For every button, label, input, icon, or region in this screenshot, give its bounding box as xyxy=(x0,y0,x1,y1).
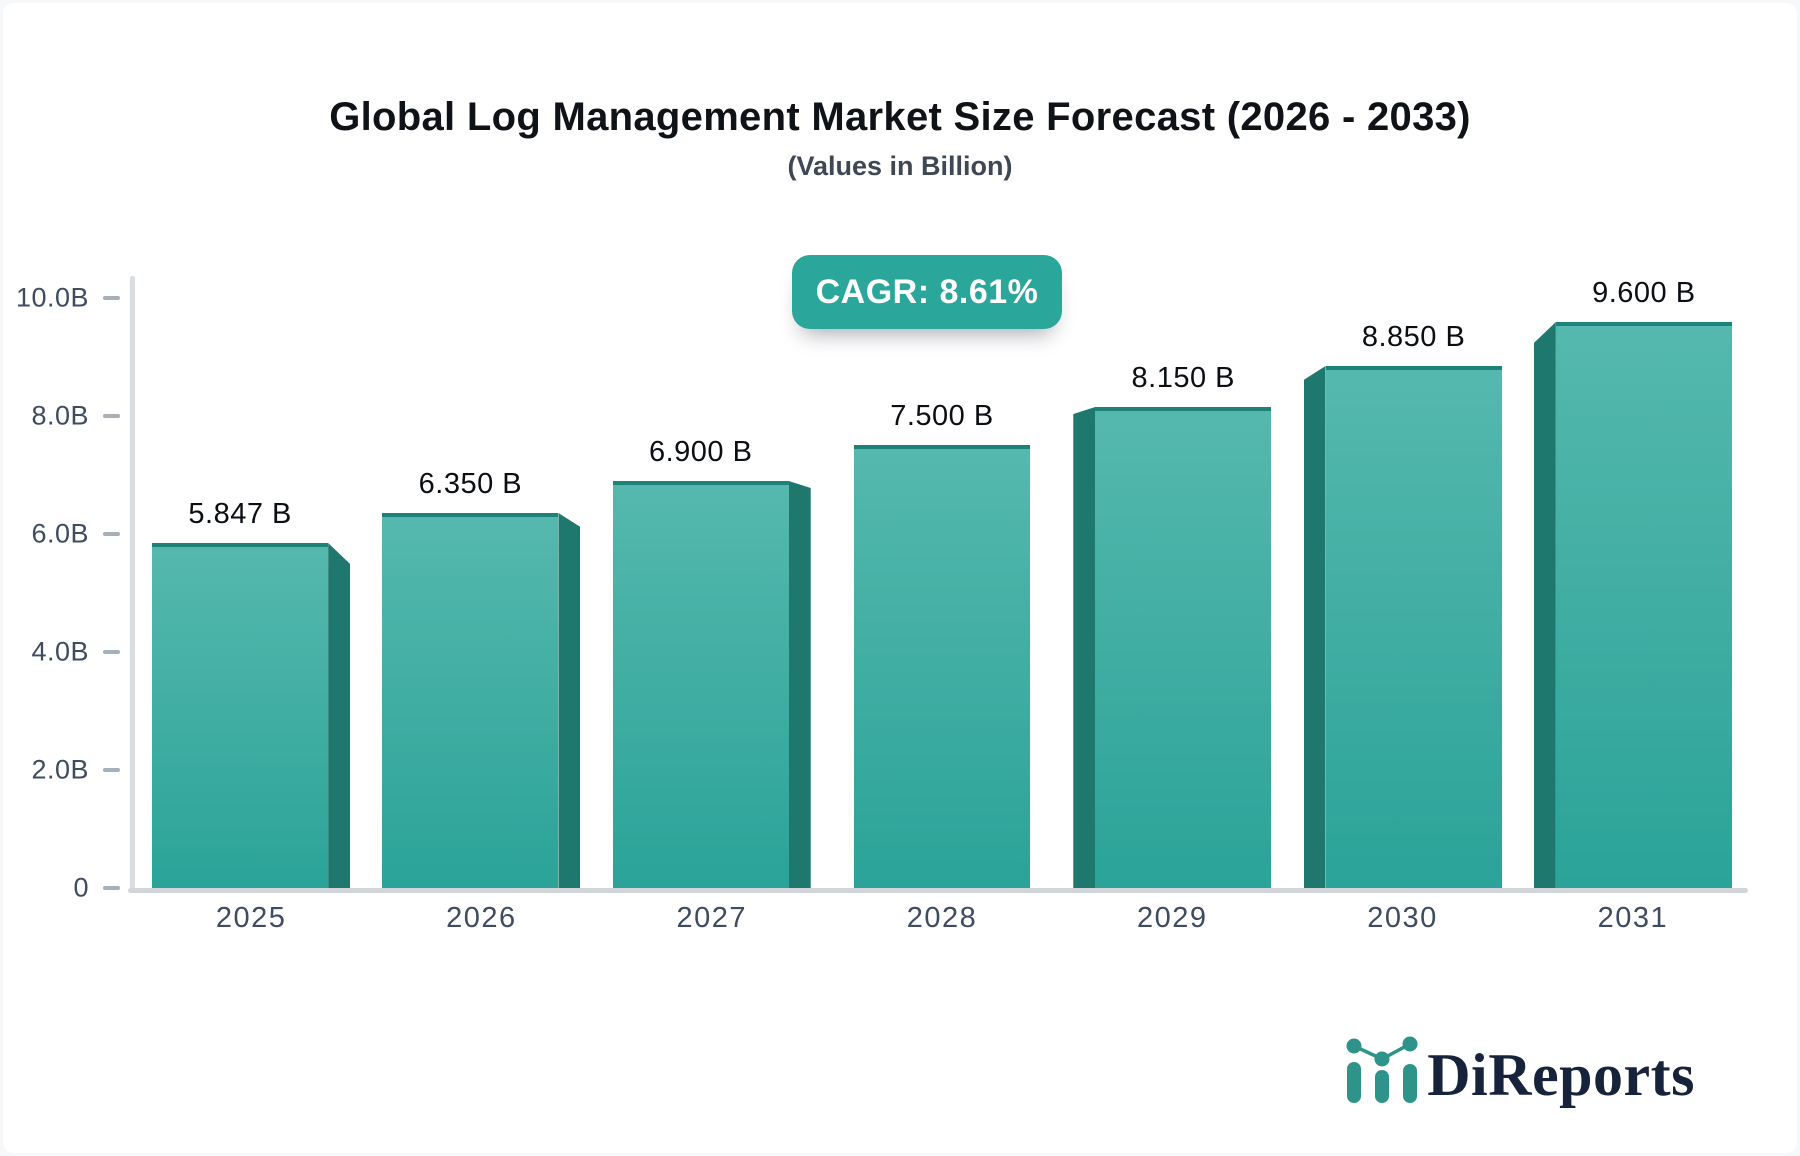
bar-group: 6.900 B xyxy=(597,298,827,888)
bar-group: 5.847 B xyxy=(136,298,366,888)
logo-text: DiReports xyxy=(1427,1041,1695,1108)
y-tick-dash xyxy=(103,532,120,536)
y-tick-dash xyxy=(103,768,120,772)
x-axis-label: 2027 xyxy=(676,902,747,934)
logo: DiReports xyxy=(1345,1035,1695,1108)
bar-value-label: 6.900 B xyxy=(648,436,753,468)
y-tick-dash xyxy=(103,650,120,654)
y-tick-dash xyxy=(103,886,120,890)
chart-card: Global Log Management Market Size Foreca… xyxy=(3,3,1797,1153)
cagr-badge-label: CAGR: 8.61% xyxy=(815,272,1039,311)
bar-face xyxy=(152,543,329,888)
y-axis-gutter: 10.0B 8.0B 6.0B 4.0B 2.0B 0 xyxy=(3,283,136,903)
bar-group: 8.150 B xyxy=(1057,298,1287,888)
bar-face xyxy=(382,513,559,888)
bar-face xyxy=(1325,366,1502,888)
x-axis-label: 2025 xyxy=(215,902,287,934)
y-tick-dash xyxy=(103,414,120,418)
bar-value-label: 8.850 B xyxy=(1361,321,1466,353)
bar-value-label: 7.500 B xyxy=(890,400,994,432)
y-tick-label: 6.0B xyxy=(31,518,89,549)
bar-side-3d xyxy=(1533,322,1556,888)
chart-subtitle: (Values in Billion) xyxy=(787,151,1013,181)
y-tick-label: 0 xyxy=(73,872,89,903)
x-axis-label: 2031 xyxy=(1597,902,1669,934)
y-tick-label: 8.0B xyxy=(31,400,89,431)
bar-side-3d xyxy=(1073,407,1096,888)
bar-face xyxy=(853,445,1030,888)
plot-area: 2025 5.847 B 2026 6.350 B 2027 6.900 B 2028 7.5… xyxy=(128,276,1748,934)
bar-face xyxy=(1095,407,1272,888)
x-axis-label: 2026 xyxy=(446,902,517,934)
bar-value-label: 9.600 B xyxy=(1592,277,1696,309)
x-axis-label: 2028 xyxy=(906,902,978,934)
x-axis-line xyxy=(128,888,1748,893)
y-tick-label: 10.0B xyxy=(15,282,89,313)
bar-side-3d xyxy=(558,513,581,888)
bar-group: 8.850 B xyxy=(1287,298,1517,888)
x-axis-label: 2029 xyxy=(1137,902,1208,934)
y-tick-dash xyxy=(103,296,120,300)
bar-value-label: 5.847 B xyxy=(188,498,292,530)
bar-group: 7.500 B xyxy=(827,298,1057,888)
cagr-badge: CAGR: 8.61% xyxy=(792,255,1062,329)
bar-group: 6.350 B xyxy=(366,298,596,888)
bar-side-3d xyxy=(1303,366,1326,888)
bar-value-label: 8.150 B xyxy=(1131,362,1236,394)
bar-side-3d xyxy=(788,481,811,888)
bar-value-label: 6.350 B xyxy=(418,468,523,500)
bar-group: 9.600 B xyxy=(1518,277,1748,888)
y-axis-line xyxy=(130,276,135,893)
bar-side-3d xyxy=(328,543,351,888)
bar-face xyxy=(612,481,789,888)
chart-title: Global Log Management Market Size Foreca… xyxy=(329,95,1471,139)
y-tick-label: 2.0B xyxy=(31,754,89,785)
x-axis-label: 2030 xyxy=(1367,902,1438,934)
bar-face xyxy=(1555,322,1732,888)
y-tick-label: 4.0B xyxy=(31,636,89,667)
logo-icon xyxy=(1346,1036,1418,1103)
